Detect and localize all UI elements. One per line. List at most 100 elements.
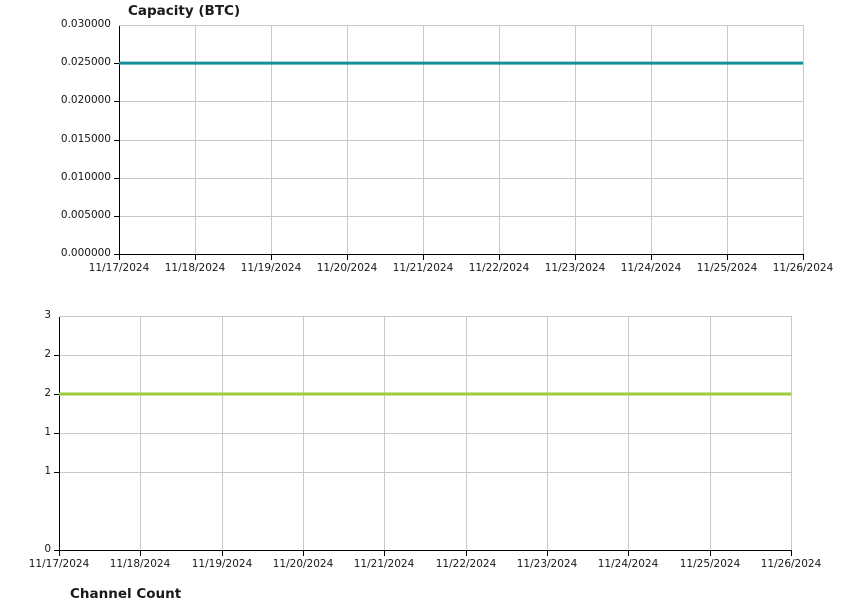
x-tick-mark <box>222 551 223 556</box>
x-tick-label: 11/26/2024 <box>760 558 822 570</box>
gridline-vertical <box>628 316 629 550</box>
capacity-chart-title: Capacity (BTC) <box>128 3 241 19</box>
x-axis-line <box>54 550 792 551</box>
x-tick-mark <box>575 255 576 260</box>
y-tick-label: 2 <box>44 387 51 399</box>
y-tick-mark <box>54 433 59 434</box>
gridline-horizontal <box>119 63 803 64</box>
plot-top-border <box>119 25 803 26</box>
gridline-vertical <box>271 25 272 254</box>
x-tick-label: 11/19/2024 <box>240 262 302 274</box>
channel-count-chart: Channel Count 3 2 2 1 1 0 11/17/2024 11/18/2024… <box>0 290 860 602</box>
x-tick-label: 11/25/2024 <box>679 558 741 570</box>
x-tick-mark <box>303 551 304 556</box>
x-tick-mark <box>119 255 120 260</box>
gridline-horizontal <box>59 394 791 395</box>
gridline-vertical <box>466 316 467 550</box>
y-tick-mark <box>114 63 119 64</box>
x-tick-label: 11/20/2024 <box>316 262 378 274</box>
gridline-vertical <box>575 25 576 254</box>
x-tick-label: 11/20/2024 <box>272 558 334 570</box>
y-tick-label: 0.025000 <box>60 56 111 68</box>
gridline-horizontal <box>119 101 803 102</box>
series-line-1 <box>59 392 791 396</box>
y-tick-label: 2 <box>44 348 51 360</box>
gridline-vertical <box>195 25 196 254</box>
y-tick-label: 0 <box>44 543 51 555</box>
x-tick-mark <box>384 551 385 556</box>
x-tick-mark <box>651 255 652 260</box>
gridline-horizontal <box>119 178 803 179</box>
x-tick-mark <box>423 255 424 260</box>
x-tick-label: 11/21/2024 <box>353 558 415 570</box>
gridline-vertical <box>651 25 652 254</box>
gridline-vertical <box>499 25 500 254</box>
y-tick-label: 1 <box>44 426 51 438</box>
x-tick-mark <box>727 255 728 260</box>
x-axis-line <box>114 254 804 255</box>
gridline-horizontal <box>59 472 791 473</box>
x-tick-mark <box>59 551 60 556</box>
x-tick-label: 11/23/2024 <box>516 558 578 570</box>
x-tick-mark <box>499 255 500 260</box>
gridline-horizontal <box>59 355 791 356</box>
x-tick-label: 11/24/2024 <box>620 262 682 274</box>
x-tick-mark <box>628 551 629 556</box>
y-tick-mark <box>114 101 119 102</box>
y-axis-line <box>59 316 60 551</box>
y-tick-mark <box>54 394 59 395</box>
y-tick-label: 0.005000 <box>60 209 111 221</box>
x-tick-label: 11/26/2024 <box>772 262 834 274</box>
y-tick-label: 0.020000 <box>60 94 111 106</box>
x-tick-mark <box>347 255 348 260</box>
x-tick-mark <box>140 551 141 556</box>
y-axis-line <box>119 25 120 255</box>
x-tick-label: 11/17/2024 <box>28 558 90 570</box>
x-tick-label: 11/18/2024 <box>109 558 171 570</box>
gridline-vertical <box>140 316 141 550</box>
y-tick-label: 0.010000 <box>60 171 111 183</box>
gridline-vertical <box>547 316 548 550</box>
y-tick-label: 3 <box>44 309 51 321</box>
gridline-horizontal <box>119 140 803 141</box>
x-tick-mark <box>195 255 196 260</box>
x-tick-mark <box>466 551 467 556</box>
gridline-vertical <box>423 25 424 254</box>
x-tick-label: 11/21/2024 <box>392 262 454 274</box>
gridline-vertical <box>384 316 385 550</box>
capacity-chart: Capacity (BTC) 0.030000 0.025000 0.020000 0… <box>0 0 860 290</box>
x-tick-label: 11/24/2024 <box>597 558 659 570</box>
y-tick-mark <box>114 216 119 217</box>
gridline-vertical <box>303 316 304 550</box>
plot-top-border <box>59 316 791 317</box>
y-tick-label: 1 <box>44 465 51 477</box>
x-tick-mark <box>547 551 548 556</box>
x-tick-label: 11/25/2024 <box>696 262 758 274</box>
series-line-1 <box>119 61 803 65</box>
x-tick-label: 11/18/2024 <box>164 262 226 274</box>
x-tick-label: 11/17/2024 <box>88 262 150 274</box>
gridline-vertical <box>347 25 348 254</box>
gridline-horizontal <box>119 216 803 217</box>
x-tick-mark <box>791 551 792 556</box>
y-tick-label: 0.030000 <box>60 18 111 30</box>
gridline-vertical <box>727 25 728 254</box>
y-tick-label: 0.000000 <box>60 247 111 259</box>
x-tick-label: 11/22/2024 <box>468 262 530 274</box>
x-tick-label: 11/23/2024 <box>544 262 606 274</box>
x-tick-mark <box>710 551 711 556</box>
y-tick-label: 0.015000 <box>60 133 111 145</box>
gridline-vertical <box>710 316 711 550</box>
x-tick-label: 11/22/2024 <box>435 558 497 570</box>
plot-right-border <box>791 316 792 550</box>
x-tick-mark <box>803 255 804 260</box>
channel-count-chart-title: Channel Count <box>70 586 182 602</box>
x-tick-label: 11/19/2024 <box>191 558 253 570</box>
y-tick-mark <box>54 355 59 356</box>
gridline-horizontal <box>59 433 791 434</box>
plot-right-border <box>803 25 804 254</box>
x-tick-mark <box>271 255 272 260</box>
y-tick-mark <box>54 472 59 473</box>
y-tick-mark <box>114 178 119 179</box>
